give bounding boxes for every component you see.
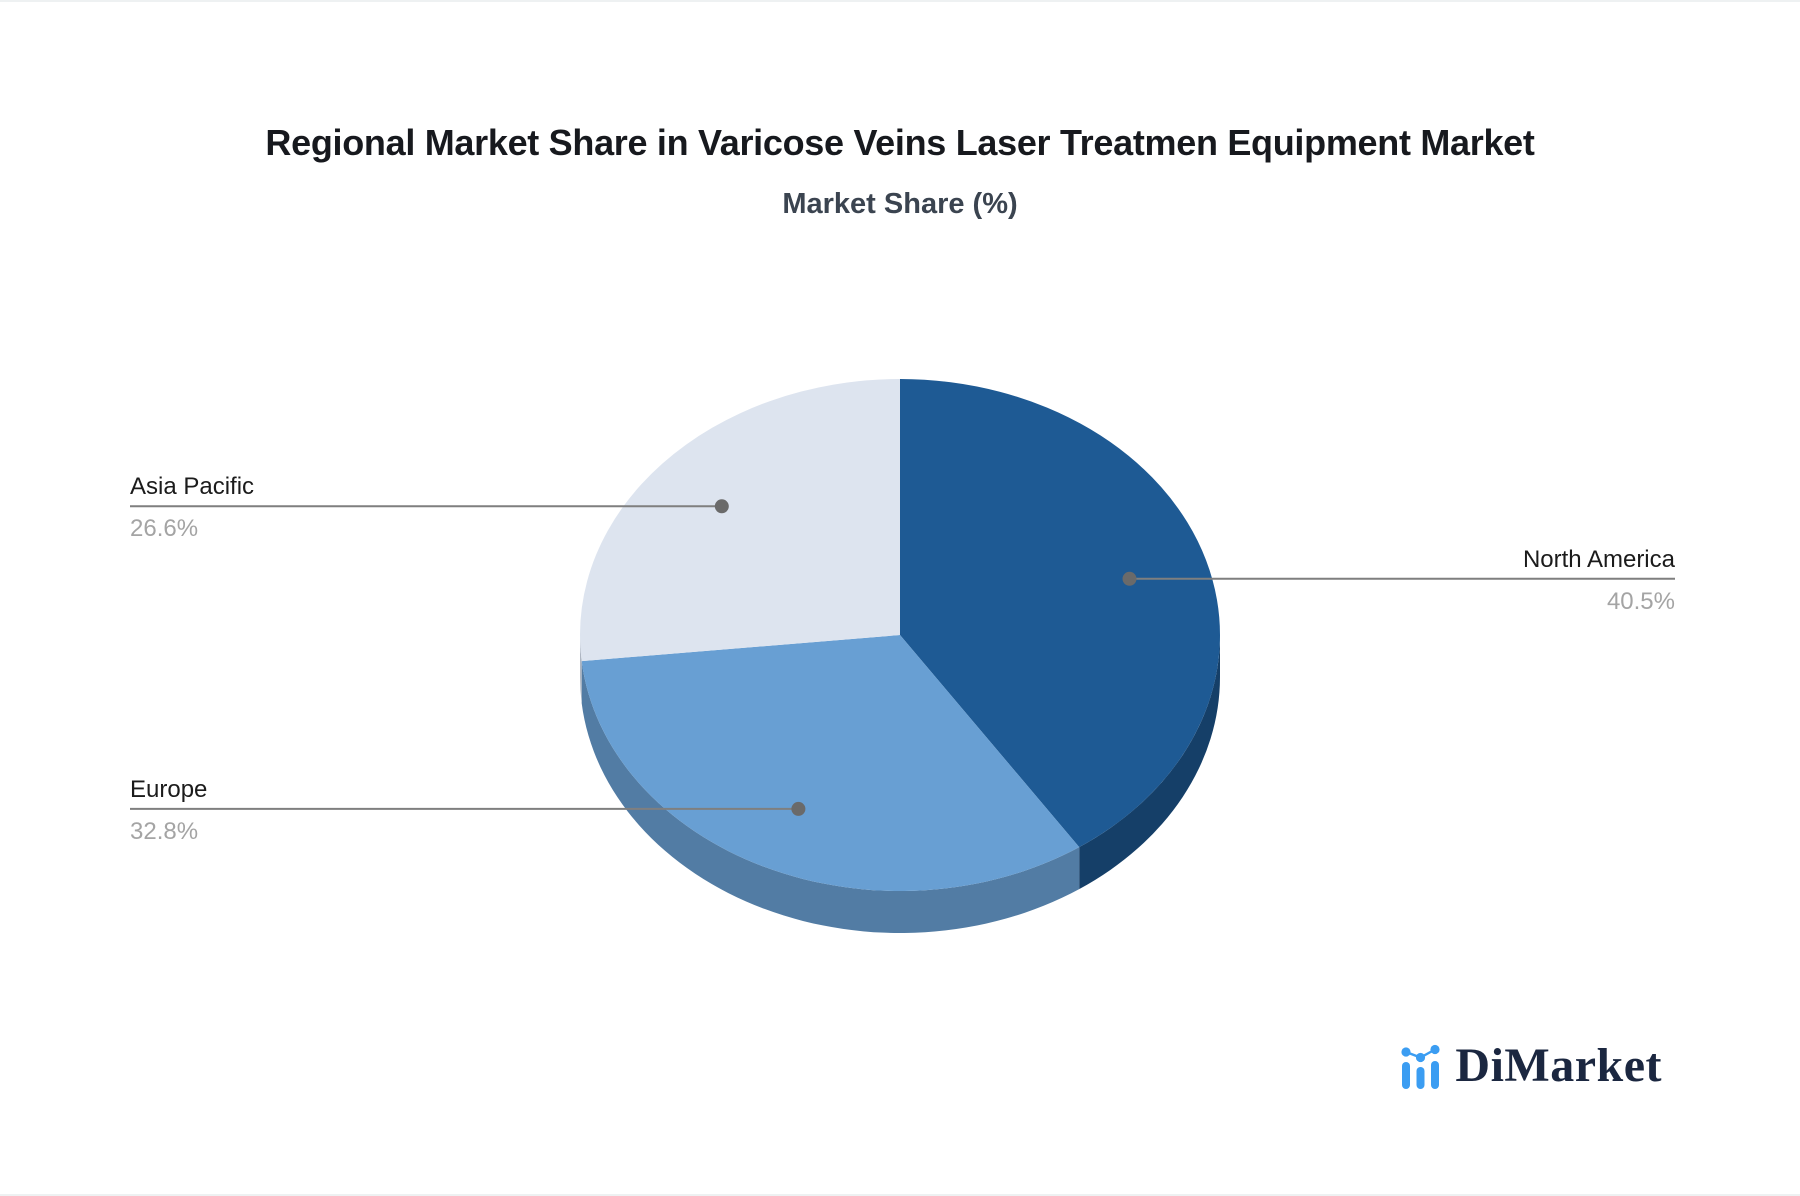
pie-slice-europe[interactable]: [581, 635, 1080, 892]
pie-slice-north-america[interactable]: [900, 379, 1221, 848]
pie-slice-side-asia-pacific: [580, 635, 582, 704]
logo-text: DiMarket: [1455, 1039, 1662, 1092]
slice-category: Asia Pacific: [130, 473, 255, 501]
pie-slice-side-europe: [581, 661, 1080, 934]
slice-category: North America: [1522, 545, 1675, 573]
slice-label-asia-pacific: Asia Pacific 26.6%: [130, 473, 254, 543]
tick-dot-north-america: [1122, 571, 1137, 586]
slice-label-europe: Europe 32.8%: [130, 776, 207, 846]
slice-value: 40.5%: [1606, 587, 1675, 615]
slice-value: 32.8%: [130, 817, 199, 845]
slice-value: 26.6%: [130, 515, 199, 543]
pie-slice-asia-pacific[interactable]: [580, 379, 900, 662]
pie-slice-side-north-america: [1079, 635, 1220, 890]
chart-subtitle: Market Share (%): [782, 188, 1018, 220]
tick-dot-asia-pacific: [714, 499, 729, 514]
bar-line-chart-icon: [1401, 1044, 1441, 1089]
dimarket-logo: DiMarket: [1399, 1038, 1662, 1093]
chart-title: Regional Market Share in Varicose Veins …: [265, 122, 1535, 163]
slice-category: Europe: [130, 775, 208, 803]
slice-label-north-america: North America 40.5%: [1523, 546, 1675, 616]
tick-dot-europe: [791, 801, 806, 816]
